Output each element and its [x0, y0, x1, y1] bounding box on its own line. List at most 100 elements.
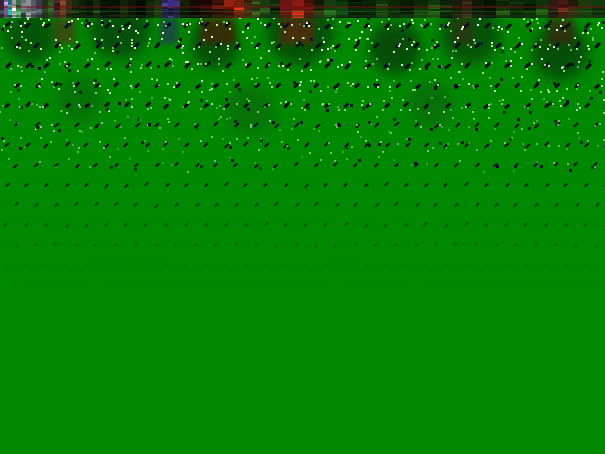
dash-mark [335, 323, 338, 326]
speckle-dot [311, 48, 314, 51]
speckle-dot [578, 60, 581, 63]
speckle-dot [281, 64, 284, 67]
speckle-dot [410, 61, 413, 64]
speckle-dot-dark [67, 69, 71, 73]
speckle-dot [168, 120, 171, 123]
speckle-dot [205, 99, 208, 102]
speckle-dot-dark [356, 39, 360, 43]
speckle-dot [1, 46, 3, 49]
speckle-dot [600, 84, 603, 87]
speckle-dot [310, 68, 313, 71]
speckle-dot [109, 91, 112, 94]
speckle-dot-dark [480, 42, 484, 46]
speckle-dot [378, 156, 381, 159]
speckle-dot [299, 89, 302, 92]
speckle-dot [403, 23, 406, 26]
speckle-dot [336, 87, 339, 90]
speckle-dot [0, 149, 3, 151]
speckle-dot [257, 67, 260, 70]
speckle-dot [29, 41, 32, 44]
dash-mark [4, 303, 9, 307]
speckle-dot [409, 68, 412, 71]
glitch-subcell [304, 10, 314, 12]
speckle-dot [491, 44, 494, 47]
dash-mark [113, 283, 118, 287]
dash-mark [183, 263, 188, 268]
dash-mark [414, 202, 420, 208]
dash-mark [4, 182, 10, 189]
speckle-dot [456, 142, 459, 145]
speckle-dot [539, 27, 542, 30]
dash-mark [353, 202, 358, 208]
speckle-dot [81, 130, 84, 133]
speckle-dot [280, 26, 283, 29]
speckle-dot [510, 65, 513, 68]
speckle-dot [402, 38, 405, 41]
glitch-subcell [548, 6, 558, 11]
dash-mark [214, 202, 220, 207]
dash-mark [33, 162, 40, 168]
dash-mark [494, 282, 499, 287]
dash-mark [524, 263, 529, 268]
speckle-dot [536, 161, 539, 164]
speckle-dot [526, 67, 528, 70]
dash-mark [43, 143, 49, 149]
dash-mark [123, 142, 129, 148]
speckle-dot [597, 21, 600, 24]
dash-mark [183, 62, 191, 69]
dash-mark [144, 303, 148, 308]
speckle-dot-dark [529, 110, 533, 114]
speckle-dot [361, 31, 364, 34]
dash-mark [553, 202, 559, 208]
speckle-dot-dark [513, 46, 517, 50]
speckle-dot [476, 23, 479, 26]
dash-mark [324, 262, 329, 267]
dash-mark [313, 243, 319, 248]
speckle-dot [596, 145, 599, 148]
speckle-dot [49, 141, 52, 144]
glitch-subcell [414, 9, 428, 14]
speckle-dot-dark [167, 22, 171, 26]
speckle-dot [601, 70, 604, 73]
speckle-dot [220, 116, 223, 119]
speckle-dot [538, 78, 541, 81]
speckle-dot [383, 100, 386, 103]
speckle-dot [21, 69, 24, 72]
dash-mark [353, 323, 357, 326]
speckle-dot [513, 131, 516, 134]
dash-mark [304, 183, 310, 189]
speckle-dot [521, 142, 524, 145]
dash-mark [472, 242, 478, 247]
speckle-dot [398, 25, 401, 28]
speckle-dot [216, 23, 219, 26]
speckle-dot-dark [584, 29, 588, 33]
glitch-subcell [174, 1, 180, 7]
glitch-cell [66, 0, 72, 22]
dash-mark [494, 242, 500, 247]
speckle-dot [267, 103, 270, 106]
speckle-dot [162, 20, 165, 23]
dash-mark [213, 82, 220, 89]
speckle-dot [559, 105, 562, 108]
dash-mark [503, 103, 511, 109]
dash-mark [193, 323, 196, 326]
dash-mark [123, 303, 127, 308]
speckle-dot [11, 36, 14, 39]
glitch-subcell [592, 0, 605, 6]
dash-mark [503, 303, 508, 307]
speckle-dot [135, 18, 138, 20]
speckle-dot [151, 78, 154, 81]
dash-mark [574, 282, 579, 287]
speckle-dot [433, 43, 436, 46]
speckle-dot [299, 84, 302, 87]
dash-mark [44, 302, 48, 307]
speckle-dot [302, 98, 305, 101]
dash-mark [164, 262, 169, 267]
speckle-dot [488, 103, 491, 106]
glitch-cell [180, 0, 190, 22]
speckle-dot [196, 62, 199, 65]
glitch-subcell [440, 5, 452, 8]
dash-mark [213, 323, 216, 326]
dash-mark [444, 263, 449, 268]
speckle-dot [86, 58, 89, 61]
